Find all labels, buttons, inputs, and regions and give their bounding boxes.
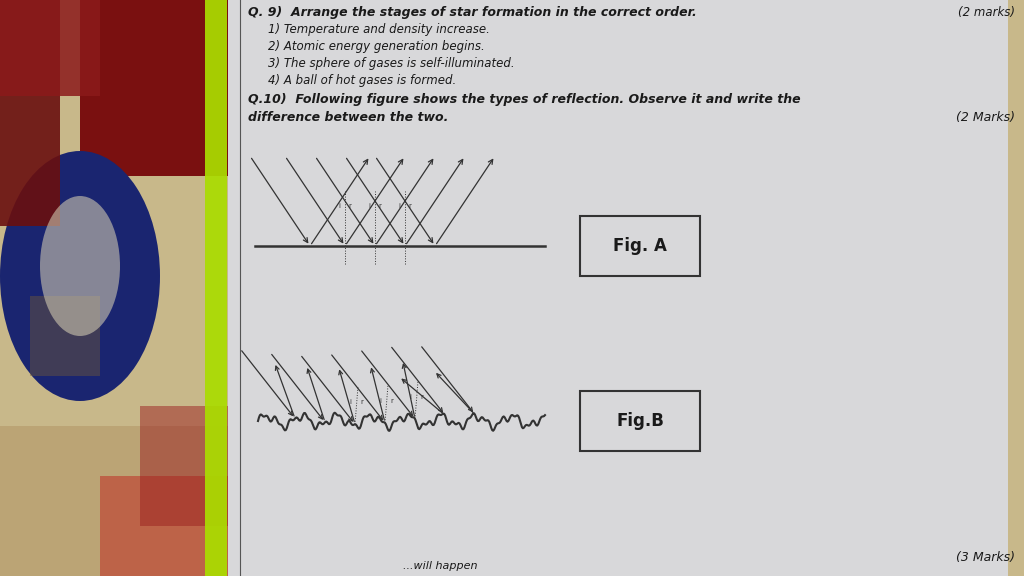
Text: 1) Temperature and density increase.: 1) Temperature and density increase. (268, 23, 489, 36)
Bar (0, 426, 228, 576)
Text: i: i (409, 394, 411, 400)
Bar (0, 0, 228, 576)
Text: (3 Marks): (3 Marks) (956, 551, 1015, 564)
Text: r: r (348, 203, 351, 209)
Bar (0, 0, 60, 226)
Text: 2) Atomic energy generation begins.: 2) Atomic energy generation begins. (268, 40, 484, 53)
Text: difference between the two.: difference between the two. (248, 111, 449, 124)
Bar (30, 296, 100, 376)
Text: Fig. A: Fig. A (613, 237, 667, 255)
Text: i: i (349, 399, 351, 406)
Text: (2 Marks): (2 Marks) (956, 111, 1015, 124)
Ellipse shape (0, 151, 160, 401)
Bar (228, 0, 1008, 576)
Text: Q. 9)  Arrange the stages of star formation in the correct order.: Q. 9) Arrange the stages of star formati… (248, 6, 696, 19)
Bar (100, 476, 228, 576)
Text: i: i (379, 398, 381, 404)
Text: r: r (390, 398, 393, 404)
Text: i: i (368, 203, 370, 209)
Text: r: r (360, 399, 362, 406)
Bar (80, 0, 228, 176)
Text: (2 marks): (2 marks) (958, 6, 1015, 19)
Bar (580, 216, 700, 276)
Ellipse shape (40, 196, 120, 336)
Bar (580, 391, 700, 451)
Text: i: i (338, 203, 340, 209)
Bar (0, 0, 100, 96)
Text: Fig.B: Fig.B (616, 412, 664, 430)
Text: r: r (408, 203, 411, 209)
Text: ...will happen: ...will happen (402, 561, 477, 571)
Text: i: i (398, 203, 400, 209)
Text: 4) A ball of hot gases is formed.: 4) A ball of hot gases is formed. (268, 74, 457, 87)
Text: Q.10)  Following figure shows the types of reflection. Observe it and write the: Q.10) Following figure shows the types o… (248, 93, 801, 106)
Text: r: r (420, 394, 423, 400)
Text: 3) The sphere of gases is self-illuminated.: 3) The sphere of gases is self-illuminat… (268, 57, 515, 70)
Bar (205, 0, 227, 576)
Bar (140, 406, 228, 526)
Text: r: r (378, 203, 381, 209)
